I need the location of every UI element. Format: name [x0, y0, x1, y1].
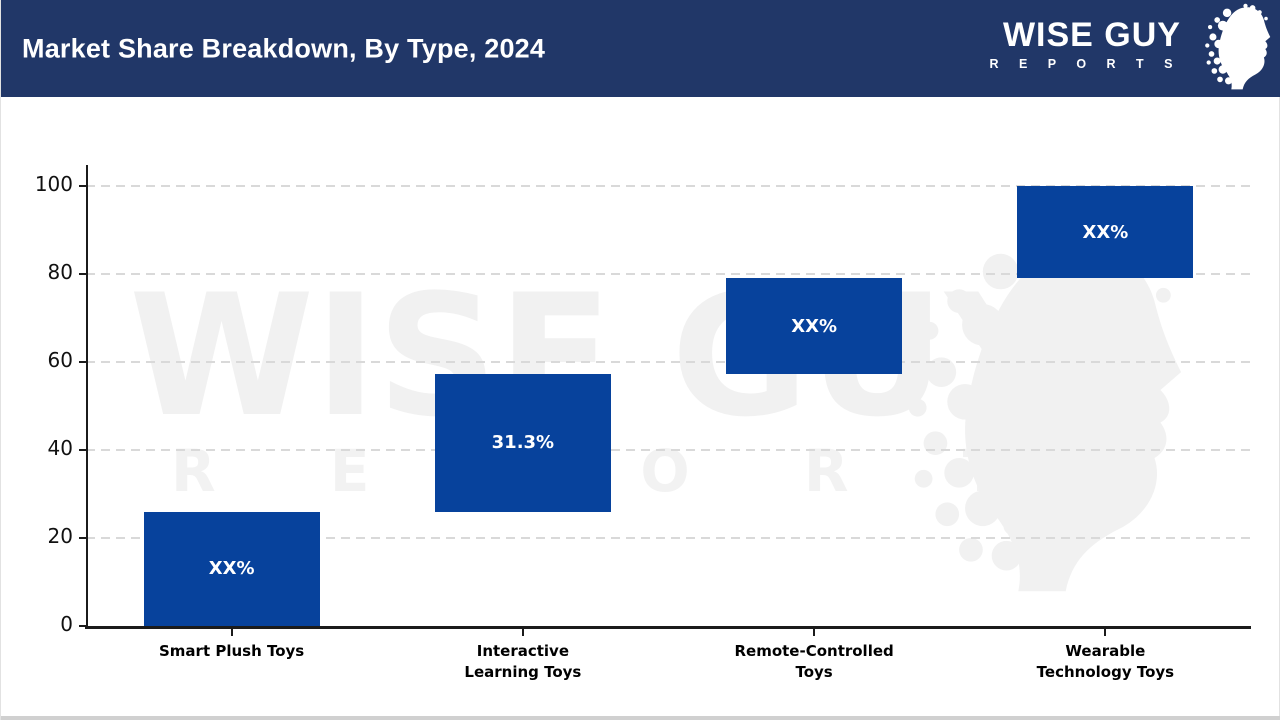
bar-value-label: XX% — [791, 315, 838, 337]
y-axis-tick-label: 100 — [34, 172, 73, 196]
bar-segment: 31.3% — [434, 373, 611, 512]
gridline — [86, 185, 1251, 187]
gridline — [86, 537, 1251, 539]
report-header: Market Share Breakdown, By Type, 2024 WI… — [1, 0, 1280, 97]
y-axis-tick-mark — [79, 273, 86, 275]
y-axis-line — [86, 165, 88, 629]
y-axis-tick-mark — [79, 185, 86, 187]
y-axis-tick-mark — [79, 625, 86, 627]
x-axis-category-label: Interactive Learning Toys — [464, 642, 582, 681]
bar-value-label: XX% — [1082, 221, 1129, 243]
gridline — [86, 361, 1251, 363]
x-axis-tick-mark — [1104, 629, 1107, 636]
x-axis-tick-mark — [230, 629, 233, 636]
bar-segment: XX% — [726, 278, 903, 374]
brand-logo: WISE GUY R E P O R T S — [989, 16, 1181, 71]
gridline — [86, 273, 1251, 275]
x-axis-category-label: Wearable Technology Toys — [1036, 642, 1175, 681]
footer-divider — [1, 716, 1280, 720]
x-axis-tick-mark — [521, 629, 524, 636]
y-axis-tick-label: 20 — [47, 524, 73, 548]
x-axis-category-label: Remote-Controlled Toys — [734, 642, 894, 681]
y-axis-tick-label: 60 — [47, 348, 73, 372]
bar-segment: XX% — [1017, 186, 1194, 279]
bar-value-label: 31.3% — [491, 432, 555, 454]
y-axis-tick-mark — [79, 361, 86, 363]
x-axis-tick-mark — [813, 629, 816, 636]
x-axis-category-label: Smart Plush Toys — [159, 642, 305, 660]
gridline — [86, 449, 1251, 451]
bar-segment: XX% — [143, 511, 320, 626]
y-axis-tick-mark — [79, 537, 86, 539]
page-title: Market Share Breakdown, By Type, 2024 — [22, 33, 546, 63]
brand-name-text: WISE GUY — [1002, 16, 1181, 54]
wiseguy-head-watermark-icon — [894, 230, 1190, 615]
y-axis-tick-label: 0 — [60, 612, 73, 636]
brand-sub-text: R E P O R T S — [989, 56, 1181, 71]
x-axis-line — [85, 626, 1251, 629]
wiseguy-head-logo-icon — [1199, 3, 1275, 95]
y-axis-tick-label: 40 — [47, 436, 73, 460]
bar-value-label: XX% — [208, 558, 255, 580]
y-axis-tick-label: 80 — [47, 260, 73, 284]
y-axis-tick-mark — [79, 449, 86, 451]
